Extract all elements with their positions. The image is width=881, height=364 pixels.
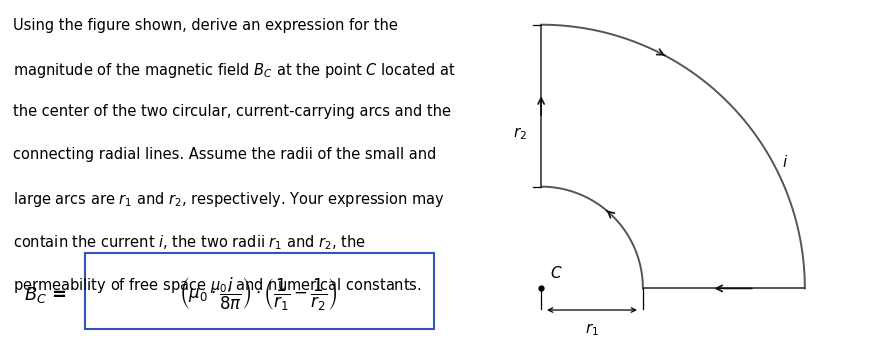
- Text: $\mathit{B_C}$ =: $\mathit{B_C}$ =: [25, 285, 68, 305]
- Text: $\left(\mu_0\cdot\dfrac{i}{8\pi}\right)\cdot\left(\dfrac{1}{r_1}-\dfrac{1}{r_2}\: $\left(\mu_0\cdot\dfrac{i}{8\pi}\right)\…: [179, 276, 337, 313]
- Text: contain the current $i$, the two radii $r_1$ and $r_2$, the: contain the current $i$, the two radii $…: [13, 233, 366, 252]
- Text: magnitude of the magnetic field $\mathbf{\mathit{B}}_{\mathit{C}}$ at the point : magnitude of the magnetic field $\mathbf…: [13, 61, 456, 80]
- Text: $r_2$: $r_2$: [514, 125, 527, 142]
- Text: $i$: $i$: [781, 154, 788, 170]
- FancyBboxPatch shape: [85, 253, 433, 329]
- Text: $C$: $C$: [551, 265, 563, 281]
- Text: large arcs are $r_1$ and $r_2$, respectively. Your expression may: large arcs are $r_1$ and $r_2$, respecti…: [13, 190, 445, 209]
- Text: permeability of free space $\mu_0$, and numerical constants.: permeability of free space $\mu_0$, and …: [13, 276, 422, 295]
- Text: $r_1$: $r_1$: [585, 321, 599, 337]
- Text: Using the figure shown, derive an expression for the: Using the figure shown, derive an expres…: [13, 18, 398, 33]
- Text: the center of the two circular, current-carrying arcs and the: the center of the two circular, current-…: [13, 104, 451, 119]
- Text: connecting radial lines. Assume the radii of the small and: connecting radial lines. Assume the radi…: [13, 147, 437, 162]
